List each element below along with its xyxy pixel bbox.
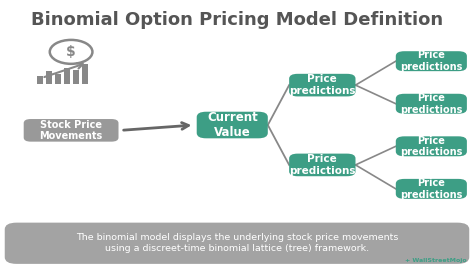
Text: Current
Value: Current Value [207, 111, 258, 139]
Bar [37, 76, 44, 84]
Text: $: $ [66, 45, 76, 59]
Text: Price
predictions: Price predictions [289, 74, 356, 96]
FancyBboxPatch shape [396, 51, 467, 71]
Text: The binomial model displays the underlying stock price movements
using a discree: The binomial model displays the underlyi… [76, 233, 398, 252]
Text: Price
predictions: Price predictions [400, 178, 463, 200]
FancyBboxPatch shape [5, 223, 469, 264]
Text: Price
predictions: Price predictions [289, 154, 356, 176]
Text: + WallStreetMojo: + WallStreetMojo [405, 258, 467, 263]
Bar [55, 74, 62, 84]
Text: Price
predictions: Price predictions [400, 50, 463, 72]
FancyBboxPatch shape [396, 136, 467, 156]
FancyBboxPatch shape [396, 94, 467, 114]
Bar [73, 70, 80, 84]
Bar [82, 64, 89, 84]
FancyBboxPatch shape [289, 74, 356, 96]
Text: Price
predictions: Price predictions [400, 135, 463, 157]
FancyBboxPatch shape [396, 179, 467, 199]
FancyBboxPatch shape [289, 154, 356, 176]
Text: Binomial Option Pricing Model Definition: Binomial Option Pricing Model Definition [31, 11, 443, 29]
FancyBboxPatch shape [197, 112, 268, 138]
Bar [46, 71, 53, 84]
Bar [64, 68, 70, 84]
FancyBboxPatch shape [24, 119, 119, 142]
Text: Price
predictions: Price predictions [400, 93, 463, 115]
Text: Stock Price
Movements: Stock Price Movements [39, 119, 103, 141]
